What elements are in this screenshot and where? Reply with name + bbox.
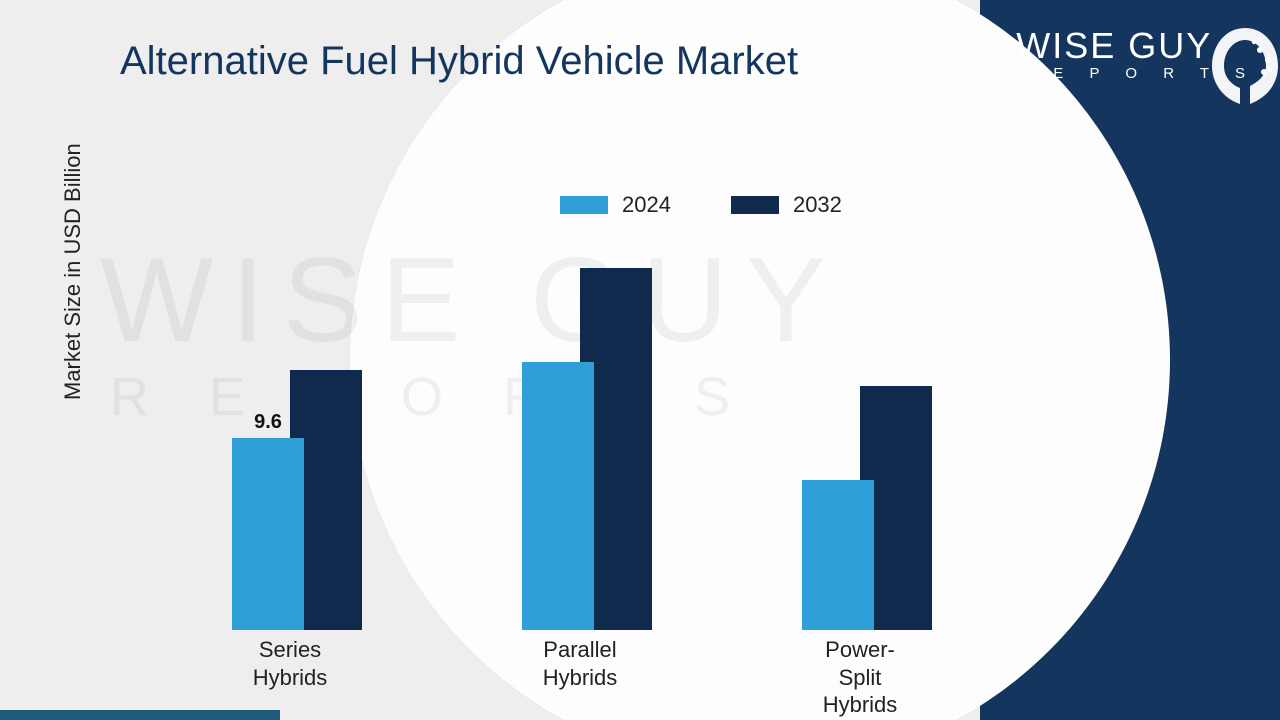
chart-title: Alternative Fuel Hybrid Vehicle Market [120,38,800,84]
brand-logo: WISE GUY R E P O R T S [1016,28,1256,81]
brand-logo-main: WISE GUY [1016,28,1256,64]
bar [522,362,594,630]
legend-item-2032: 2032 [731,192,842,218]
chart-page: WISE GUY R E P O R T S WISE GUY REPORTS … [0,0,1280,720]
y-axis-label: Market Size in USD Billion [60,143,86,400]
x-axis-category-label: Series Hybrids [253,630,328,691]
legend-swatch-2032 [731,196,779,214]
legend-swatch-2024 [560,196,608,214]
x-axis-category-label: Parallel Hybrids [543,630,618,691]
x-axis-category-label: Power-Split Hybrids [815,630,905,719]
bar [802,480,874,630]
bottom-accent-strip [0,710,280,720]
bar: 9.6 [232,438,304,630]
bar-value-label: 9.6 [232,411,304,438]
legend-label-2024: 2024 [622,192,671,218]
plot-area: 9.6Series HybridsParallel HybridsPower-S… [120,230,950,630]
legend-item-2024: 2024 [560,192,671,218]
legend: 2024 2032 [560,192,842,218]
brand-logo-sub: R E P O R T S [1016,66,1256,81]
legend-label-2032: 2032 [793,192,842,218]
